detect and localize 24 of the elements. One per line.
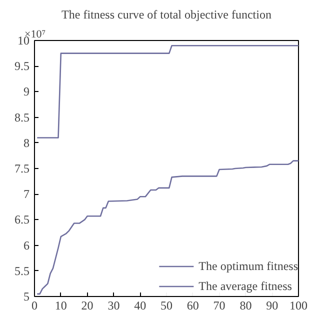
x-tick-label: 20 [81, 298, 94, 312]
y-tick-label: 6.5 [14, 212, 30, 227]
y-tick-label: 8.5 [14, 110, 30, 124]
y-tick-label: 7 [24, 187, 30, 202]
x-tick-label: 40 [134, 298, 146, 312]
y-tick-label: 5 [24, 290, 30, 304]
x-tick-label: 90 [266, 298, 278, 312]
y-tick-label: 7.5 [14, 162, 30, 176]
x-tick-label: 50 [160, 298, 172, 312]
y-tick-label: 9 [24, 84, 30, 99]
x-tick-label: 10 [54, 298, 67, 312]
y-tick-label: 9.5 [14, 59, 30, 74]
x-tick-label: 70 [213, 298, 226, 312]
legend-label: The optimum fitness [198, 258, 298, 274]
y-tick-label: 5.5 [14, 264, 30, 278]
x-tick-label: 80 [240, 298, 252, 312]
x-tick-label: 0 [32, 298, 38, 312]
legend-label: The average fitness [198, 278, 292, 294]
y-tick-label: 6 [24, 238, 30, 252]
x-tick-label: 60 [186, 298, 199, 312]
chart-title: The fitness curve of total objective function [62, 8, 272, 22]
y-tick-label: 8 [24, 136, 30, 150]
x-tick-label: 100 [290, 298, 308, 312]
x-tick-label: 30 [108, 298, 120, 312]
